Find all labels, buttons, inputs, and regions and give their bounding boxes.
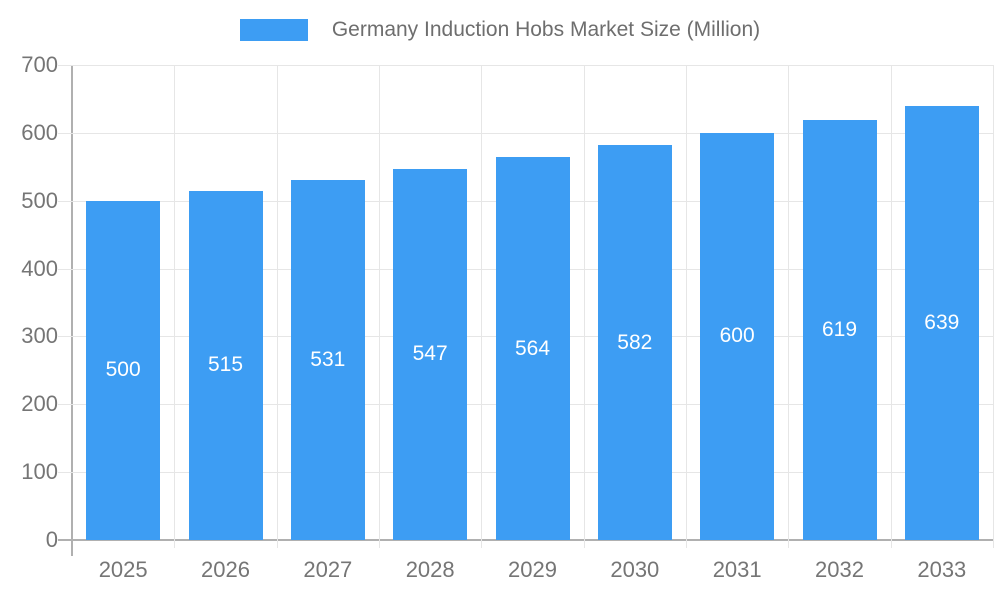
- x-axis-label: 2029: [508, 557, 557, 582]
- legend-swatch[interactable]: [239, 19, 308, 41]
- y-axis-tick-label: 0: [45, 527, 58, 552]
- bar-value-label: 515: [207, 353, 244, 377]
- bar-value-label: 639: [924, 311, 960, 335]
- x-axis-label: 2026: [201, 557, 250, 582]
- bar-value-label: 500: [105, 358, 141, 382]
- y-axis-tick-label: 400: [21, 255, 58, 281]
- y-axis-tick-label: 600: [21, 119, 58, 145]
- bar-value-label: 564: [514, 336, 551, 360]
- x-axis-label: 2032: [815, 557, 864, 582]
- vertical-gridline: [993, 65, 994, 548]
- y-axis-tick-label: 300: [21, 323, 58, 349]
- vertical-gridline: [481, 65, 483, 548]
- bar[interactable]: 564: [495, 157, 570, 540]
- x-axis-baseline: [58, 539, 993, 541]
- vertical-gridline: [276, 65, 278, 548]
- x-axis-label: 2027: [303, 557, 353, 582]
- gridline: [58, 132, 993, 134]
- plot-area: 500 515 531 547 564 582 600 619 639: [58, 65, 994, 556]
- bar-value-label: 531: [310, 347, 346, 371]
- bar[interactable]: 547: [393, 168, 468, 540]
- bar[interactable]: 600: [700, 132, 775, 540]
- bar-value-label: 582: [617, 330, 653, 354]
- y-axis-tick-label: 500: [21, 187, 58, 213]
- bar[interactable]: 639: [904, 106, 979, 540]
- y-axis-tick-label: 100: [21, 459, 58, 485]
- bar[interactable]: 531: [290, 179, 365, 540]
- bar[interactable]: 500: [86, 200, 161, 540]
- x-axis-label: 2033: [917, 557, 967, 582]
- x-axis-label: 2031: [712, 557, 762, 582]
- vertical-gridline: [788, 65, 790, 548]
- bar-value-label: 547: [412, 342, 448, 366]
- bar-value-label: 619: [821, 317, 858, 341]
- x-axis-label: 2028: [405, 557, 455, 582]
- y-axis-tick-label: 200: [21, 391, 58, 417]
- bar-value-label: 600: [719, 324, 755, 348]
- bar[interactable]: 582: [597, 145, 672, 540]
- x-axis-label: 2025: [98, 557, 148, 582]
- bar[interactable]: 619: [802, 119, 877, 540]
- legend[interactable]: Germany Induction Hobs Market Size (Mill…: [0, 18, 1000, 42]
- vertical-gridline: [890, 65, 892, 548]
- y-axis-line: [71, 65, 73, 556]
- bar[interactable]: 515: [188, 190, 263, 540]
- x-axis-label: 2030: [610, 557, 660, 582]
- vertical-gridline: [686, 65, 687, 548]
- vertical-gridline: [379, 65, 380, 548]
- vertical-gridline: [174, 65, 176, 548]
- legend-label: Germany Induction Hobs Market Size (Mill…: [331, 18, 761, 41]
- y-axis-tick-label: 700: [21, 52, 58, 77]
- vertical-gridline: [583, 65, 585, 548]
- gridline: [58, 65, 993, 66]
